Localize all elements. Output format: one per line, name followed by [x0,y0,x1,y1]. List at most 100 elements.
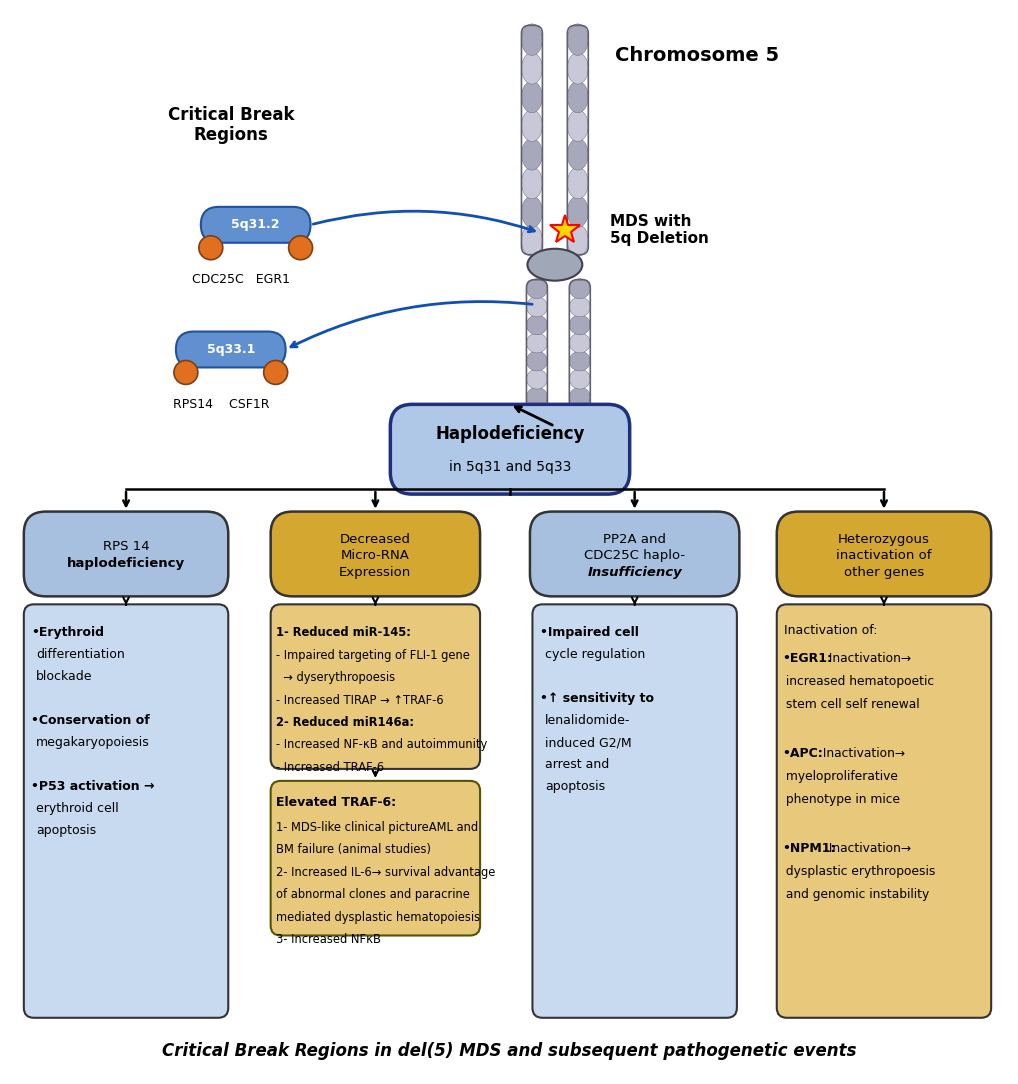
Circle shape [289,236,313,260]
Ellipse shape [569,333,590,353]
Ellipse shape [526,297,548,317]
Text: •Erythroid: •Erythroid [32,627,104,640]
Text: erythroid cell: erythroid cell [37,802,119,815]
Ellipse shape [567,81,588,113]
FancyBboxPatch shape [271,512,480,596]
Text: Micro-RNA: Micro-RNA [341,550,410,563]
Ellipse shape [527,248,582,281]
Text: myeloproliferative: myeloproliferative [782,770,898,783]
Text: 1- Reduced miR-145:: 1- Reduced miR-145: [276,627,410,640]
Text: stem cell self renewal: stem cell self renewal [782,698,920,711]
Text: •NPM1:: •NPM1: [782,842,836,854]
Ellipse shape [526,315,548,335]
Ellipse shape [569,405,590,425]
Text: MDS with
5q Deletion: MDS with 5q Deletion [610,214,709,246]
Text: apoptosis: apoptosis [37,824,97,837]
Text: Critical Break Regions in del(5) MDS and subsequent pathogenetic events: Critical Break Regions in del(5) MDS and… [162,1042,856,1060]
Text: phenotype in mice: phenotype in mice [782,792,900,805]
Text: Inactivation→: Inactivation→ [814,747,905,760]
Ellipse shape [526,279,548,299]
Text: Expression: Expression [339,567,411,580]
Text: 5q31.2: 5q31.2 [231,218,280,231]
Text: - Increased TIRAP → ↑TRAF-6: - Increased TIRAP → ↑TRAF-6 [276,694,443,707]
Text: 2- Increased IL-6→ survival advantage: 2- Increased IL-6→ survival advantage [276,866,495,879]
Ellipse shape [521,167,543,198]
Text: Heterozygous: Heterozygous [838,532,929,545]
Text: Inactivation→: Inactivation→ [822,653,911,666]
Ellipse shape [569,387,590,408]
Text: cycle regulation: cycle regulation [545,648,645,661]
Text: •↑ sensitivity to: •↑ sensitivity to [540,692,654,705]
Ellipse shape [526,387,548,408]
Ellipse shape [569,315,590,335]
Text: inactivation of: inactivation of [836,550,931,563]
FancyBboxPatch shape [271,605,480,769]
Text: - Increased TRAF-6: - Increased TRAF-6 [276,761,384,774]
Ellipse shape [521,196,543,228]
Ellipse shape [567,52,588,85]
Text: PP2A and: PP2A and [603,532,666,545]
FancyBboxPatch shape [777,512,992,596]
Text: CDC25C   EGR1: CDC25C EGR1 [191,273,290,286]
FancyBboxPatch shape [271,780,480,935]
Text: RPS14    CSF1R: RPS14 CSF1R [172,398,269,411]
FancyBboxPatch shape [201,207,310,243]
Text: Haplodeficiency: Haplodeficiency [436,425,584,443]
Ellipse shape [521,109,543,142]
Text: •P53 activation →: •P53 activation → [32,779,155,792]
Text: lenalidomide-: lenalidomide- [545,714,630,727]
Text: •EGR1:: •EGR1: [782,653,833,666]
Text: haplodeficiency: haplodeficiency [67,557,185,570]
Ellipse shape [567,167,588,198]
Ellipse shape [569,351,590,371]
Circle shape [174,361,197,385]
Text: blockade: blockade [37,670,93,683]
Text: RPS 14: RPS 14 [103,540,150,553]
Text: •APC:: •APC: [782,747,823,760]
Ellipse shape [521,24,543,55]
Ellipse shape [526,405,548,425]
Text: megakaryopoiesis: megakaryopoiesis [37,736,150,749]
Text: increased hematopoetic: increased hematopoetic [782,675,935,688]
Text: in 5q31 and 5q33: in 5q31 and 5q33 [449,461,571,474]
FancyBboxPatch shape [532,605,737,1018]
Ellipse shape [567,139,588,170]
Text: Chromosome 5: Chromosome 5 [615,46,779,65]
Text: other genes: other genes [844,567,924,580]
Text: → dyserythropoesis: → dyserythropoesis [276,671,395,684]
Text: of abnormal clones and paracrine: of abnormal clones and paracrine [276,888,469,901]
Text: arrest and: arrest and [545,758,609,771]
Text: differentiation: differentiation [37,648,125,661]
Text: BM failure (animal studies): BM failure (animal studies) [276,843,431,856]
Text: and genomic instability: and genomic instability [782,888,929,901]
Ellipse shape [526,333,548,353]
FancyBboxPatch shape [390,404,630,494]
Ellipse shape [521,139,543,170]
Text: Elevated TRAF-6:: Elevated TRAF-6: [276,796,396,809]
Ellipse shape [567,196,588,228]
FancyBboxPatch shape [777,605,992,1018]
Text: Inactivation of:: Inactivation of: [784,624,878,637]
FancyBboxPatch shape [23,605,228,1018]
Text: dysplastic erythropoesis: dysplastic erythropoesis [782,865,936,878]
Ellipse shape [521,52,543,85]
Text: apoptosis: apoptosis [545,779,605,792]
Ellipse shape [526,370,548,389]
FancyBboxPatch shape [530,512,739,596]
Ellipse shape [567,24,588,55]
Ellipse shape [567,224,588,256]
Ellipse shape [569,370,590,389]
Ellipse shape [526,351,548,371]
Text: mediated dysplastic hematopoiesis: mediated dysplastic hematopoiesis [276,911,479,924]
Text: 1- MDS-like clinical pictureAML and: 1- MDS-like clinical pictureAML and [276,821,477,834]
Ellipse shape [567,109,588,142]
Text: 5q33.1: 5q33.1 [207,343,254,356]
Ellipse shape [569,297,590,317]
Text: - Increased NF-κB and autoimmunity: - Increased NF-κB and autoimmunity [276,738,487,751]
Text: - Impaired targeting of FLI-1 gene: - Impaired targeting of FLI-1 gene [276,648,469,661]
Text: 2- Reduced miR146a:: 2- Reduced miR146a: [276,717,413,730]
Text: •Conservation of: •Conservation of [32,714,150,727]
Circle shape [199,236,223,260]
Ellipse shape [569,279,590,299]
Ellipse shape [521,224,543,256]
